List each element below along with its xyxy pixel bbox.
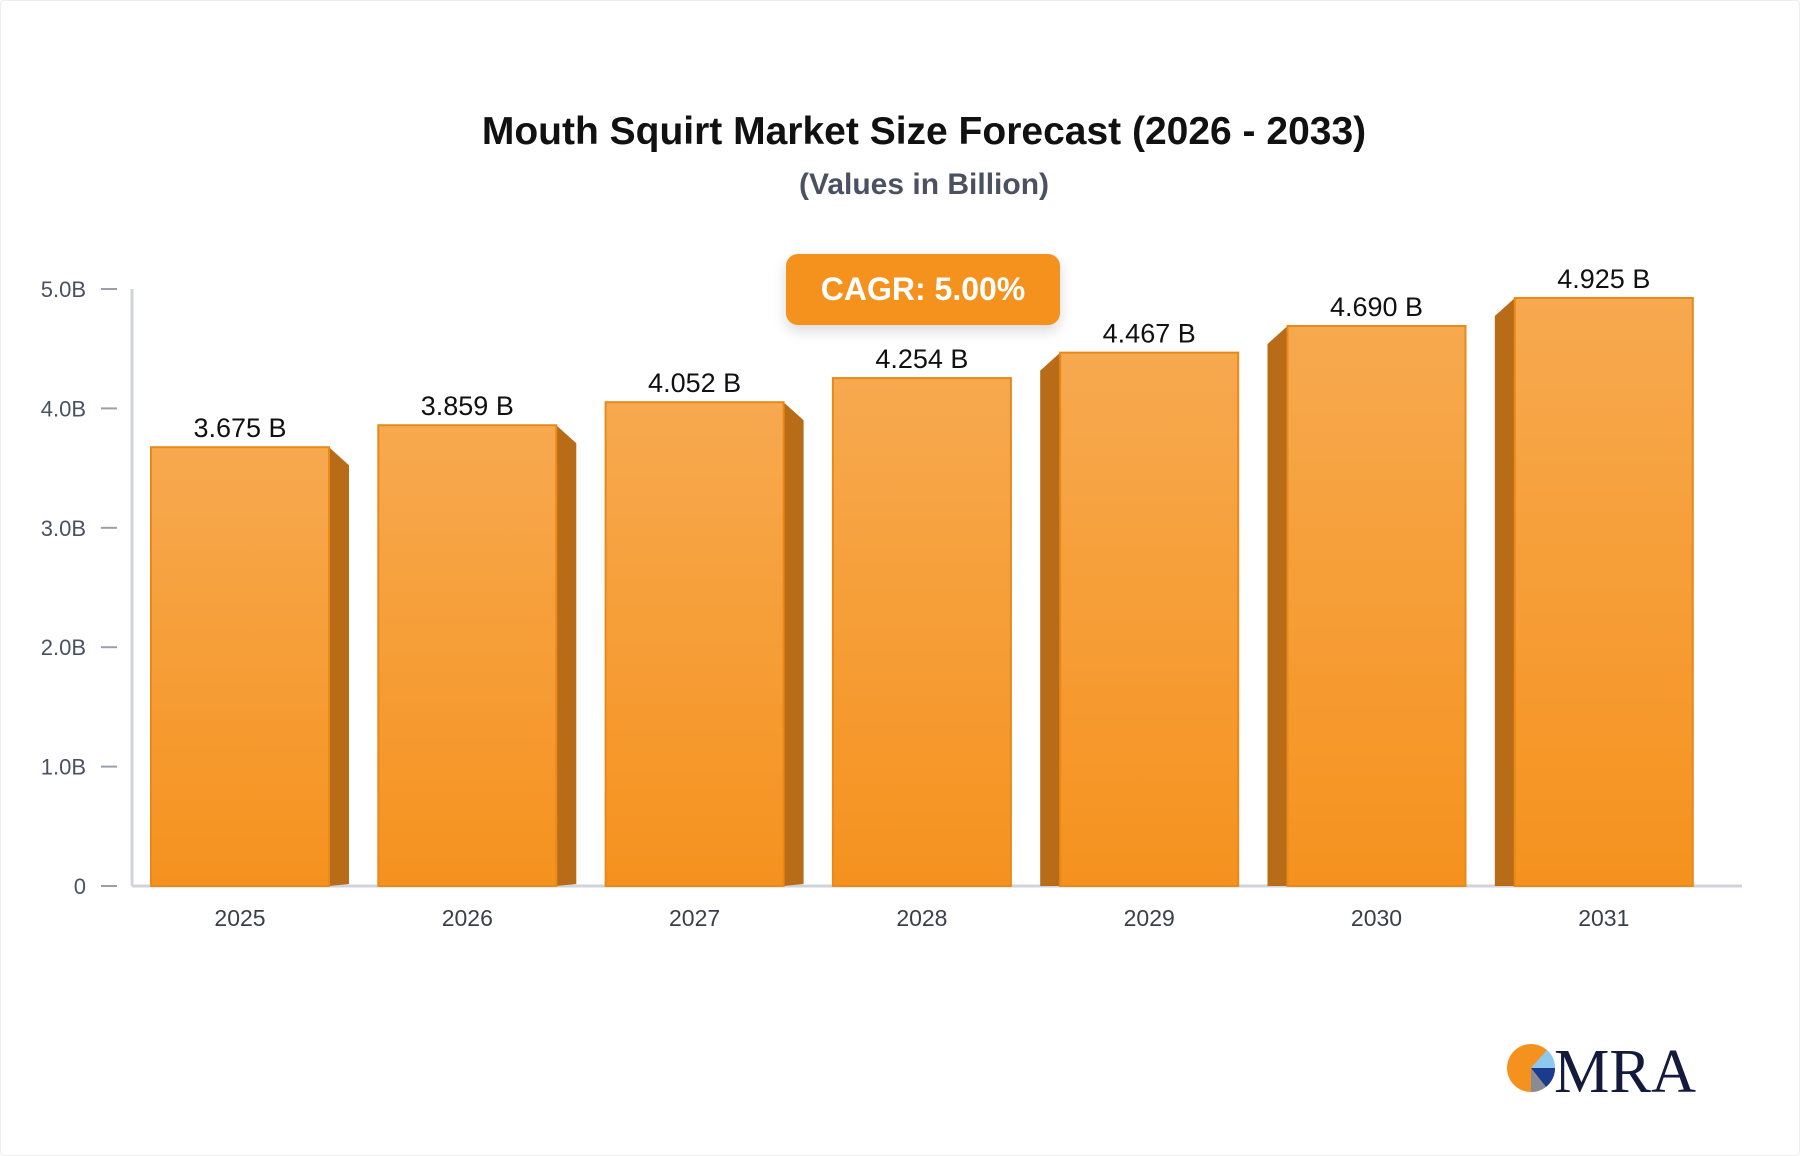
bar-side-face [556, 425, 577, 886]
data-label: 4.052 B [648, 368, 741, 398]
x-tick-label: 2028 [896, 905, 947, 931]
bar [377, 424, 558, 887]
x-tick-label: 2029 [1124, 905, 1175, 931]
data-label: 4.254 B [875, 344, 968, 374]
chart-subtitle: (Values in Billion) [798, 168, 1050, 201]
x-tick-label: 2030 [1351, 905, 1402, 931]
bar [1513, 296, 1694, 887]
bar [1286, 325, 1467, 888]
svg-text:MRA: MRA [1554, 1038, 1696, 1100]
x-tick-label: 2031 [1578, 905, 1629, 931]
bar [831, 377, 1012, 887]
data-label: 4.467 B [1103, 319, 1196, 349]
mra-logo: MRA [1504, 1036, 1704, 1100]
x-tick-label: 2026 [442, 905, 493, 931]
bar-side-face [329, 447, 349, 886]
bar [150, 446, 330, 887]
y-tick-label: 5.0B [41, 277, 86, 302]
x-tick-label: 2025 [214, 905, 265, 931]
bar [1059, 351, 1240, 887]
y-tick-label: 3.0B [41, 516, 86, 541]
y-tick-label: 1.0B [41, 755, 86, 780]
data-label: 3.859 B [421, 391, 514, 421]
bar-side-face [1267, 326, 1288, 886]
data-label: 4.925 B [1557, 264, 1650, 294]
y-tick-label: 0 [74, 874, 86, 899]
bar-side-face [1494, 297, 1515, 887]
data-label: 3.675 B [193, 413, 286, 443]
cagr-badge: CAGR: 5.00% [786, 254, 1060, 325]
y-tick-label: 4.0B [41, 396, 86, 421]
x-tick-label: 2027 [669, 905, 720, 931]
bar-side-face [1040, 352, 1061, 886]
chart-title: Mouth Squirt Market Size Forecast (2026 … [481, 110, 1367, 153]
bar-side-face [783, 402, 804, 886]
data-label: 4.690 B [1330, 292, 1423, 322]
y-tick-label: 2.0B [41, 635, 86, 660]
bar [604, 401, 785, 887]
